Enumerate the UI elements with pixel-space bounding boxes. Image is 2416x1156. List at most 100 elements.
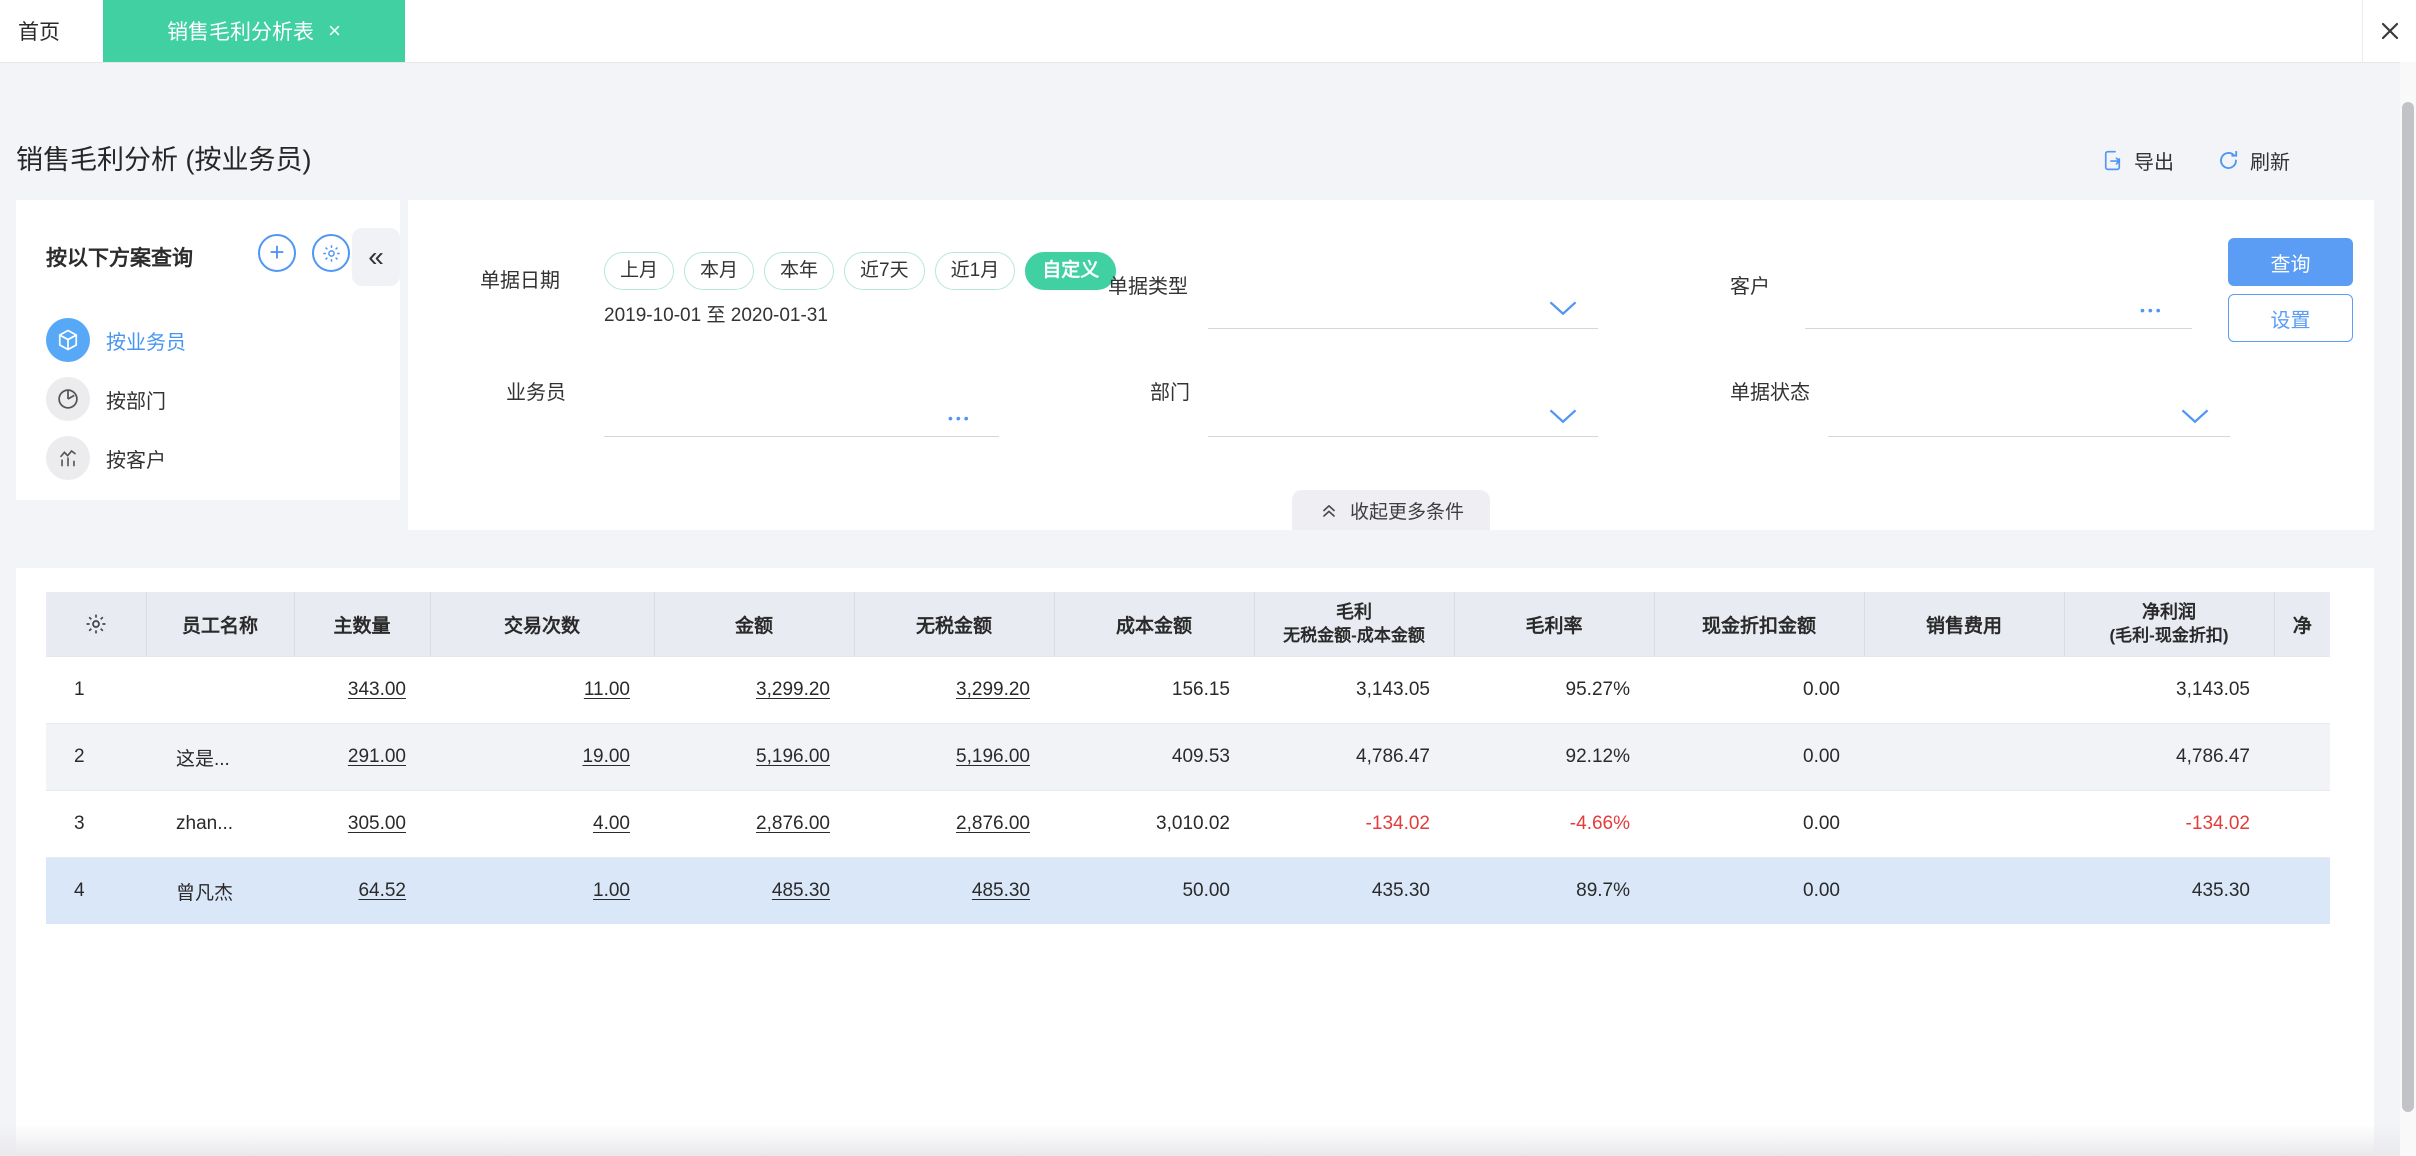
column-header[interactable]: 净利润 (毛利-现金折扣) bbox=[2063, 592, 2274, 657]
table-cell: 4,786.47 bbox=[2064, 723, 2274, 791]
department-field[interactable] bbox=[1208, 396, 1598, 437]
sidebar-collapse-button[interactable]: « bbox=[352, 228, 400, 286]
table-cell-link[interactable]: 485.30 bbox=[854, 857, 1054, 924]
export-button[interactable]: 导出 bbox=[2100, 146, 2174, 175]
chevron-down-icon[interactable] bbox=[2180, 408, 2210, 424]
table-cell: 50.00 bbox=[1054, 857, 1254, 924]
table-cell-link[interactable]: 11.00 bbox=[583, 679, 630, 700]
column-header[interactable]: 主数量 bbox=[293, 592, 430, 657]
date-quick-button[interactable]: 上月 bbox=[604, 252, 675, 290]
table-cell-link[interactable]: 3,299.20 bbox=[756, 679, 830, 700]
column-header[interactable]: 毛利率 bbox=[1453, 592, 1654, 657]
table-cell: 409.53 bbox=[1054, 723, 1254, 791]
column-header[interactable]: 净 bbox=[2273, 592, 2330, 657]
sidebar-item-by-salesperson[interactable]: 按业务员 bbox=[46, 318, 186, 362]
scrollbar-thumb[interactable] bbox=[2402, 102, 2414, 1112]
doc-status-label: 单据状态 bbox=[1730, 382, 1810, 404]
filter-panel: 单据日期 上月 本月 本年 近7天 近1月 自定义 2019-10-01 至 2020-0… bbox=[408, 200, 2374, 530]
pie-icon bbox=[46, 377, 90, 421]
add-scheme-button[interactable]: + bbox=[258, 234, 296, 272]
sidebar-item-by-customer[interactable]: 按客户 bbox=[46, 436, 166, 480]
plus-icon: + bbox=[269, 236, 285, 267]
table-cell: -4.66% bbox=[1454, 790, 1654, 858]
query-button[interactable]: 查询 bbox=[2228, 238, 2353, 286]
column-settings-gear-icon[interactable] bbox=[46, 592, 146, 657]
table-cell bbox=[2274, 857, 2330, 924]
sidebar-item-by-department[interactable]: 按部门 bbox=[46, 377, 166, 421]
date-quick-button[interactable]: 本年 bbox=[764, 252, 835, 290]
table-cell: 89.7% bbox=[1454, 857, 1654, 924]
date-quick-button[interactable]: 近1月 bbox=[934, 252, 1016, 290]
collapse-more-conditions[interactable]: 收起更多条件 bbox=[1291, 490, 1491, 530]
scheme-settings-button[interactable] bbox=[312, 234, 350, 272]
column-header[interactable]: 销售费用 bbox=[1863, 592, 2064, 657]
column-header[interactable]: 金额 bbox=[653, 592, 854, 657]
doc-type-label: 单据类型 bbox=[1108, 276, 1188, 298]
doc-status-field[interactable] bbox=[1828, 396, 2230, 437]
table-cell-link[interactable]: 305.00 bbox=[294, 790, 430, 858]
refresh-button[interactable]: 刷新 bbox=[2216, 146, 2290, 175]
table-row[interactable]: 3 zhan... 305.00 4.00 2,876.00 2,876.00 3,010.… bbox=[46, 790, 2330, 858]
table-cell bbox=[1864, 723, 2064, 791]
table-cell-link[interactable]: 291.00 bbox=[294, 723, 430, 791]
table-cell: 0.00 bbox=[1803, 679, 1840, 700]
table-cell-link[interactable]: 19.00 bbox=[430, 723, 654, 791]
table-cell bbox=[146, 657, 294, 724]
sidebar-item-label: 按部门 bbox=[106, 390, 166, 413]
table-cell-link[interactable]: 3,299.20 bbox=[956, 679, 1030, 700]
table-cell-link[interactable]: 2,876.00 bbox=[854, 790, 1054, 858]
table-cell: -134.02 bbox=[2064, 790, 2274, 858]
column-header[interactable]: 员工名称 bbox=[145, 592, 294, 657]
column-header[interactable]: 现金折扣金额 bbox=[1653, 592, 1864, 657]
table-cell: 3,010.02 bbox=[1054, 790, 1254, 858]
collapse-label: 收起更多条件 bbox=[1349, 501, 1465, 523]
table-row[interactable]: 2 这是... 291.00 19.00 5,196.00 5,196.00 409.53 4… bbox=[46, 723, 2330, 791]
tab-close-icon[interactable]: × bbox=[328, 18, 341, 43]
table-cell-link[interactable]: 343.00 bbox=[347, 679, 406, 700]
table-row[interactable]: 1 343.00 11.00 3,299.20 3,299.20 156.15 3,143.… bbox=[46, 657, 2330, 724]
date-quick-button[interactable]: 本月 bbox=[684, 252, 755, 290]
table-cell: 2 bbox=[46, 723, 146, 791]
doc-type-field[interactable] bbox=[1208, 288, 1598, 329]
chevron-down-icon[interactable] bbox=[1548, 408, 1578, 424]
date-custom-button[interactable]: 自定义 bbox=[1025, 252, 1117, 290]
sidebar-item-label: 按业务员 bbox=[106, 331, 186, 354]
table-cell: 0.00 bbox=[1654, 857, 1864, 924]
table-cell: 156.15 bbox=[1171, 679, 1230, 700]
refresh-label: 刷新 bbox=[2250, 152, 2290, 174]
query-scheme-panel: 按以下方案查询 + « 按业务员 bbox=[16, 200, 400, 500]
vertical-scrollbar[interactable] bbox=[2400, 62, 2416, 1156]
table-row[interactable]: 4 曾凡杰 64.52 1.00 485.30 485.30 50.00 435.30 89.7… bbox=[46, 857, 2330, 924]
salesperson-field[interactable] bbox=[604, 396, 999, 437]
ellipsis-icon[interactable]: ••• bbox=[948, 410, 972, 426]
table-cell-link[interactable]: 5,196.00 bbox=[854, 723, 1054, 791]
table-cell: 1 bbox=[74, 679, 85, 700]
tab-sales-gross-profit[interactable]: 销售毛利分析表 × bbox=[103, 0, 405, 62]
customer-label: 客户 bbox=[1730, 276, 1770, 298]
window-close-button[interactable] bbox=[2362, 0, 2416, 62]
ellipsis-icon[interactable]: ••• bbox=[2140, 302, 2164, 318]
column-header[interactable]: 毛利 无税金额-成本金额 bbox=[1253, 592, 1454, 657]
customer-field[interactable] bbox=[1805, 288, 2192, 329]
settings-button[interactable]: 设置 bbox=[2228, 294, 2353, 342]
date-quick-button[interactable]: 近7天 bbox=[844, 252, 925, 290]
table-cell-link[interactable]: 1.00 bbox=[430, 857, 654, 924]
tab-home[interactable]: 首页 bbox=[18, 21, 60, 44]
table-cell-link[interactable]: 5,196.00 bbox=[654, 723, 854, 791]
table-cell-link[interactable]: 4.00 bbox=[430, 790, 654, 858]
table-cell-link[interactable]: 64.52 bbox=[294, 857, 430, 924]
salesperson-label: 业务员 bbox=[506, 382, 566, 404]
column-header[interactable]: 成本金额 bbox=[1053, 592, 1254, 657]
column-header[interactable]: 无税金额 bbox=[853, 592, 1054, 657]
tab-bar: 首页 销售毛利分析表 × bbox=[0, 0, 2416, 63]
table-cell-link[interactable]: 2,876.00 bbox=[654, 790, 854, 858]
date-range-value[interactable]: 2019-10-01 至 2020-01-31 bbox=[604, 305, 828, 326]
table-cell-link[interactable]: 485.30 bbox=[654, 857, 854, 924]
gear-icon bbox=[321, 243, 342, 264]
table-cell: 0.00 bbox=[1654, 790, 1864, 858]
column-header[interactable]: 交易次数 bbox=[429, 592, 654, 657]
table-cell: 这是... bbox=[146, 723, 294, 791]
sidebar-item-label: 按客户 bbox=[106, 449, 166, 472]
chevron-down-icon[interactable] bbox=[1548, 300, 1578, 316]
